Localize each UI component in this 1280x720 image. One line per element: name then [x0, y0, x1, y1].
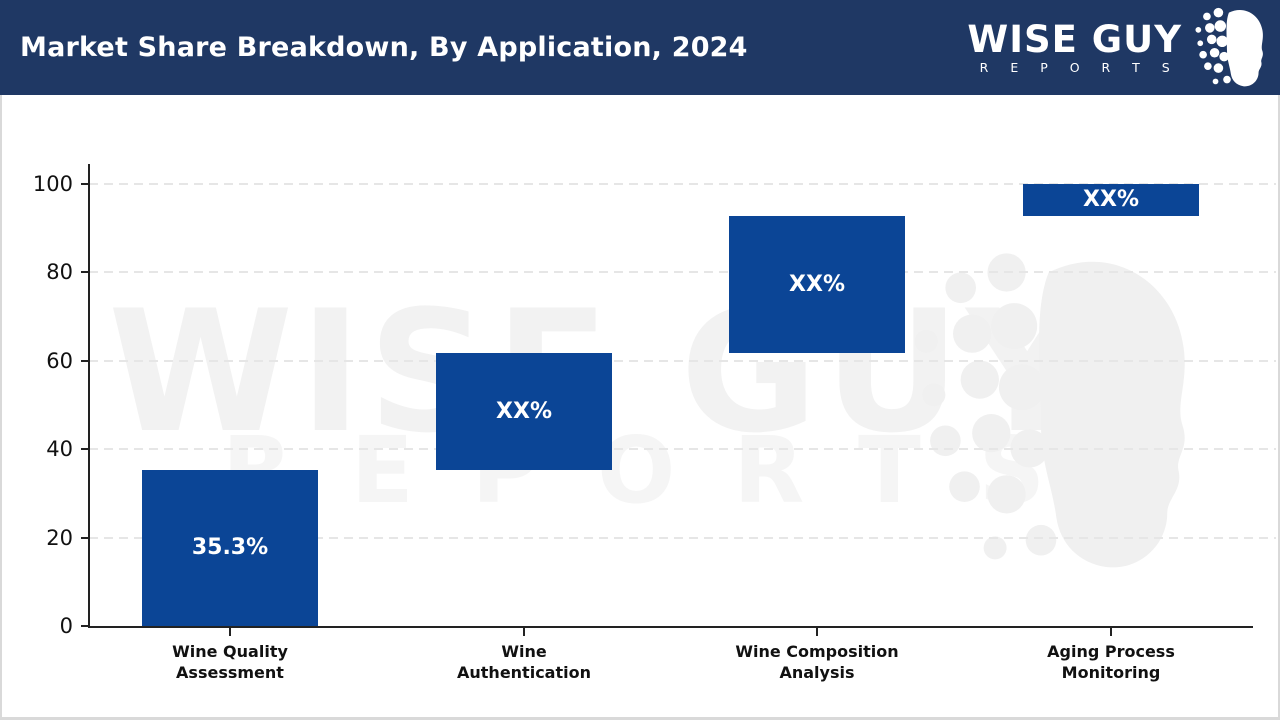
- y-axis-tick-label-40: 40: [46, 437, 73, 462]
- bar-wine-quality-assessment: 35.3%: [142, 469, 318, 626]
- x-axis-category-line: Assessment: [176, 663, 284, 682]
- logo-wordmark-line1: WISE GUY: [967, 17, 1182, 61]
- y-axis-tick-0: [81, 625, 89, 627]
- x-axis-tick-wine-quality-assessment: [229, 628, 231, 636]
- watermark-reports-text: REPORTS: [222, 417, 1104, 524]
- x-axis-tick-wine-authentication: [523, 628, 525, 636]
- x-axis-category-label-wine-authentication: Wine Authentication: [384, 641, 664, 683]
- bar-wine-composition-analysis: XX%: [729, 215, 905, 354]
- y-axis-tick-label-0: 0: [59, 614, 73, 638]
- bar-value-label-wine-composition-analysis: XX%: [789, 272, 845, 298]
- y-axis-tick-100: [81, 183, 89, 185]
- x-axis-category-line: Analysis: [779, 663, 855, 682]
- x-axis-category-label-wine-composition-analysis: Wine Composition Analysis: [677, 641, 957, 683]
- x-axis-tick-aging-process-monitoring: [1110, 628, 1112, 636]
- bar-value-label-aging-process-monitoring: XX%: [1083, 187, 1139, 213]
- x-axis-category-line: Monitoring: [1061, 663, 1161, 682]
- y-axis-tick-label-20: 20: [46, 525, 73, 550]
- gridline-y60: [89, 359, 1276, 362]
- x-axis-category-label-wine-quality-assessment: Wine Quality Assessment: [90, 641, 370, 683]
- y-axis-tick-label-80: 80: [46, 260, 73, 285]
- y-axis-tick-80: [81, 271, 89, 274]
- logo-wordmark-line2: R E P O R T S: [979, 59, 1179, 75]
- watermark-face-icon: [914, 253, 1185, 568]
- y-axis-tick-40: [81, 448, 89, 451]
- y-axis-spine: [88, 164, 90, 628]
- x-axis-category-line: Authentication: [457, 663, 591, 682]
- y-axis-tick-60: [81, 359, 89, 362]
- logo-wordmark: WISE GUY R E P O R T S: [967, 21, 1182, 75]
- wise-guy-reports-logo: WISE GUY R E P O R T S: [967, 5, 1266, 91]
- x-axis-category-line: Wine: [501, 642, 547, 661]
- gridline-y20: [89, 536, 1276, 539]
- gridline-y100: [89, 183, 1276, 185]
- bar-value-label-wine-authentication: XX%: [496, 399, 552, 425]
- x-axis-category-label-aging-process-monitoring: Aging Process Monitoring: [971, 641, 1251, 683]
- logo-face-icon: [1195, 7, 1263, 86]
- y-axis-tick-20: [81, 536, 89, 539]
- header-bar: Market Share Breakdown, By Application, …: [0, 0, 1280, 95]
- x-axis-category-line: Aging Process: [1047, 642, 1175, 661]
- page-title: Market Share Breakdown, By Application, …: [20, 32, 748, 63]
- gridline-y40: [89, 448, 1276, 451]
- x-axis-spine: [89, 626, 1253, 628]
- gridline-y80: [89, 271, 1276, 274]
- x-axis-category-line: Wine Quality: [172, 642, 288, 661]
- x-axis-tick-wine-composition-analysis: [816, 628, 818, 636]
- x-axis-category-line: Wine Composition: [735, 642, 899, 661]
- bar-wine-authentication: XX%: [436, 353, 612, 470]
- bar-value-label-wine-quality-assessment: 35.3%: [191, 535, 269, 561]
- bar-aging-process-monitoring: XX%: [1023, 184, 1199, 216]
- y-axis-tick-label-100: 100: [32, 172, 73, 196]
- y-axis-tick-label-60: 60: [46, 348, 73, 373]
